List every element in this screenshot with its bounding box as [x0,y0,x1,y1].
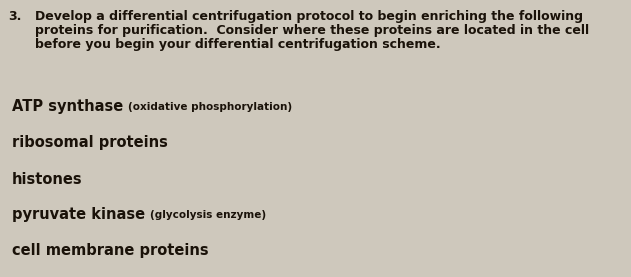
Text: histones: histones [12,171,83,186]
Text: Develop a differential centrifugation protocol to begin enriching the following: Develop a differential centrifugation pr… [35,10,583,23]
Text: ribosomal proteins: ribosomal proteins [12,135,168,150]
Text: proteins for purification.  Consider where these proteins are located in the cel: proteins for purification. Consider wher… [35,24,589,37]
Text: ATP synthase: ATP synthase [12,99,128,114]
Text: before you begin your differential centrifugation scheme.: before you begin your differential centr… [35,38,440,51]
Text: cell membrane proteins: cell membrane proteins [12,243,209,258]
Text: pyruvate kinase: pyruvate kinase [12,207,150,222]
Text: (oxidative phosphorylation): (oxidative phosphorylation) [128,102,293,112]
Text: 3.: 3. [8,10,21,23]
Text: (glycolysis enzyme): (glycolysis enzyme) [150,210,266,220]
